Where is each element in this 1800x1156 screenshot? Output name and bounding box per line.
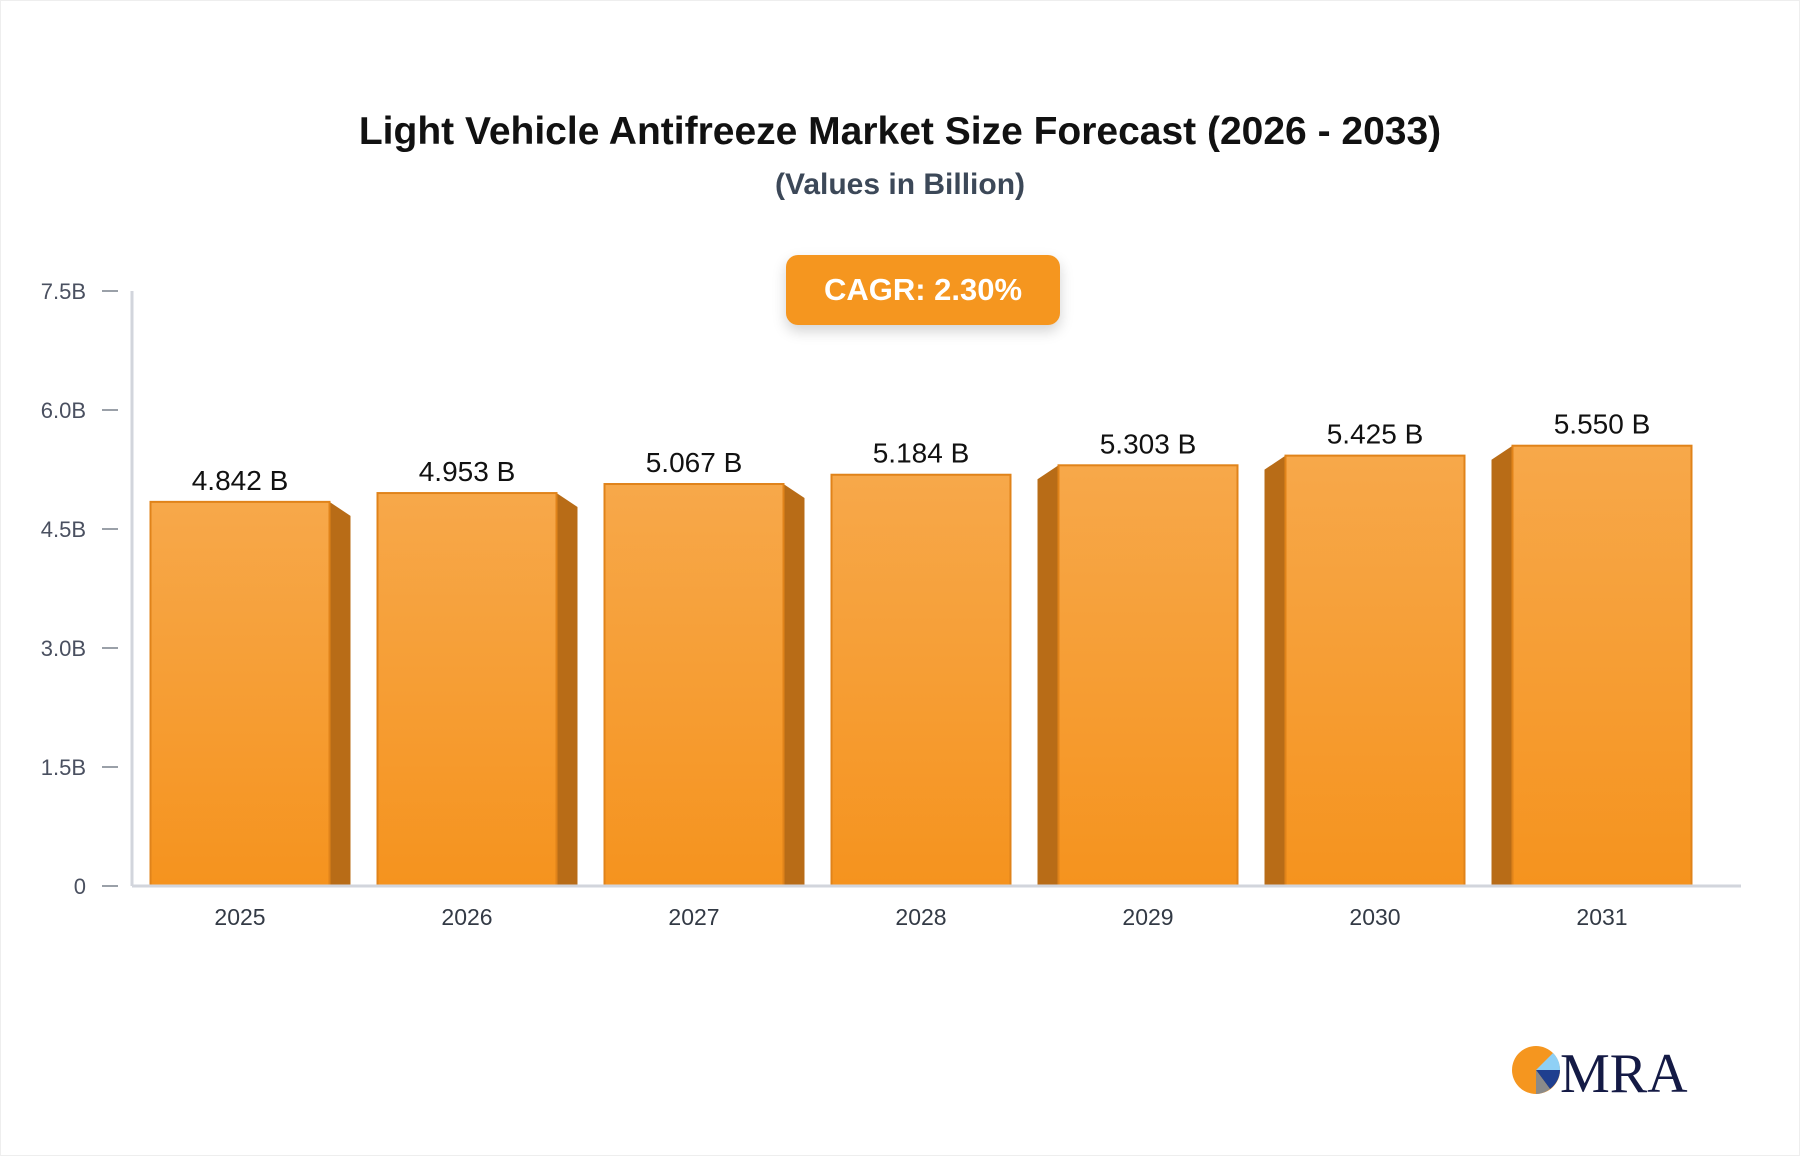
bar-side-face [1264, 455, 1286, 886]
bar-side-face [556, 493, 578, 886]
bar-side-face [329, 501, 351, 886]
bar [149, 500, 331, 887]
chart-subtitle: (Values in Billion) [774, 168, 1026, 201]
bar [376, 492, 558, 887]
data-label: 5.067 B [646, 447, 743, 478]
data-label: 5.184 B [873, 438, 970, 469]
bar [1057, 464, 1239, 887]
bar-side-face [1037, 465, 1059, 886]
bar [830, 473, 1012, 887]
y-tick-label: 7.5B [41, 279, 86, 304]
x-tick-label: 2028 [895, 904, 946, 930]
bar [1511, 444, 1693, 887]
x-tick-label: 2030 [1349, 904, 1400, 930]
bar [603, 483, 785, 887]
y-tick-label: 1.5B [41, 755, 86, 780]
y-tick-label: 3.0B [41, 636, 86, 661]
x-tick-label: 2025 [214, 904, 265, 930]
bar-side-face [783, 484, 805, 886]
x-tick-label: 2031 [1576, 904, 1627, 930]
bar [1284, 454, 1466, 887]
data-label: 4.842 B [192, 465, 289, 496]
data-label: 5.303 B [1100, 428, 1197, 459]
y-tick-label: 0 [74, 874, 86, 899]
x-tick-label: 2027 [668, 904, 719, 930]
data-label: 5.425 B [1327, 419, 1424, 450]
x-tick-label: 2026 [441, 904, 492, 930]
data-label: 5.550 B [1554, 409, 1651, 440]
y-tick-label: 6.0B [41, 398, 86, 423]
chart-title: Light Vehicle Antifreeze Market Size For… [358, 110, 1442, 153]
x-tick-label: 2029 [1122, 904, 1173, 930]
mra-logo: MRA [1512, 1043, 1688, 1100]
cagr-badge: CAGR: 2.30% [786, 255, 1060, 325]
data-label: 4.953 B [419, 456, 516, 487]
y-tick-label: 4.5B [41, 517, 86, 542]
bar-side-face [1491, 445, 1513, 886]
logo-text: MRA [1560, 1043, 1688, 1100]
